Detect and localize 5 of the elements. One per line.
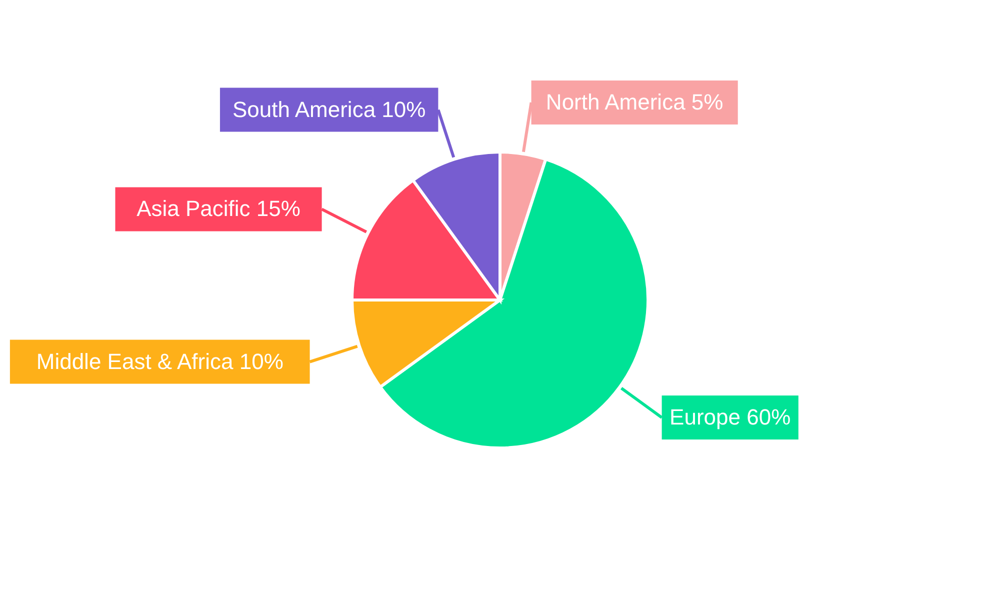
slice-label: North America 5% [546,89,724,114]
slice-label: South America 10% [232,96,426,122]
slice-label: Asia Pacific 15% [136,196,300,222]
slice-label: Europe 60% [670,404,791,430]
legend-label: Middle East & Africa 10% [36,348,284,374]
